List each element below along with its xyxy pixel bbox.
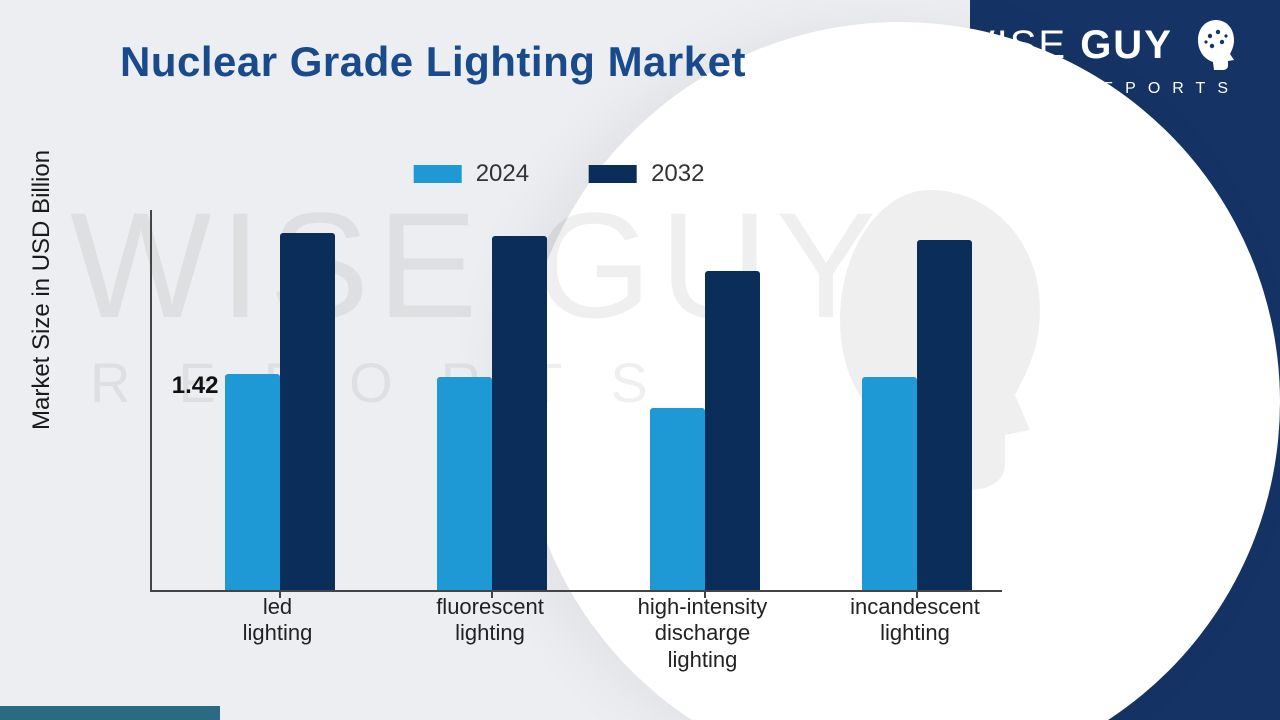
x-label-fluorescent: fluorescentlighting: [395, 594, 585, 647]
bottom-accent-bar: [0, 706, 220, 720]
bar-incandescent-2024: [862, 377, 917, 590]
x-label-incandescent: incandescentlighting: [820, 594, 1010, 647]
bar-chart: 20242032 Market Size in USD Billion 1.42…: [60, 160, 1000, 690]
y-axis-label: Market Size in USD Billion: [28, 150, 56, 430]
bar-group-hid: [650, 271, 760, 590]
chart-legend: 2024 2032: [414, 160, 705, 188]
bar-group-incandescent: [862, 240, 972, 590]
brand-head-icon: [1192, 18, 1240, 77]
bar-group-fluorescent: [437, 236, 547, 590]
bar-led-2032: [280, 233, 335, 590]
x-label-led: ledlighting: [183, 594, 373, 647]
x-label-hid: high-intensitydischargelighting: [608, 594, 798, 673]
x-axis-labels: ledlighting fluorescentlighting high-inten…: [150, 594, 1000, 684]
brand-logo: WISE GUY REPORTS: [957, 18, 1240, 97]
legend-item-2024: 2024: [414, 160, 529, 188]
bar-group-led: [225, 233, 335, 590]
bar-hid-2032: [705, 271, 760, 590]
stage: WISE GUY REPORTS Nuclear Grade Lighting …: [0, 0, 1280, 720]
chart-title: Nuclear Grade Lighting Market: [120, 38, 746, 86]
brand-word1: WISE: [957, 23, 1067, 67]
plot-inner: 1.42: [152, 210, 1002, 590]
value-label-led-2024: 1.42: [172, 372, 219, 400]
legend-label: 2032: [651, 160, 704, 188]
bar-incandescent-2032: [917, 240, 972, 590]
bar-fluorescent-2032: [492, 236, 547, 590]
bar-fluorescent-2024: [437, 377, 492, 590]
legend-swatch: [589, 165, 637, 183]
bar-hid-2024: [650, 408, 705, 590]
legend-label: 2024: [476, 160, 529, 188]
legend-item-2032: 2032: [589, 160, 704, 188]
brand-word2: GUY: [1080, 23, 1173, 67]
brand-subtitle: REPORTS: [957, 81, 1240, 97]
plot-area: 1.42: [150, 210, 1002, 592]
legend-swatch: [414, 165, 462, 183]
bar-led-2024: [225, 374, 280, 590]
